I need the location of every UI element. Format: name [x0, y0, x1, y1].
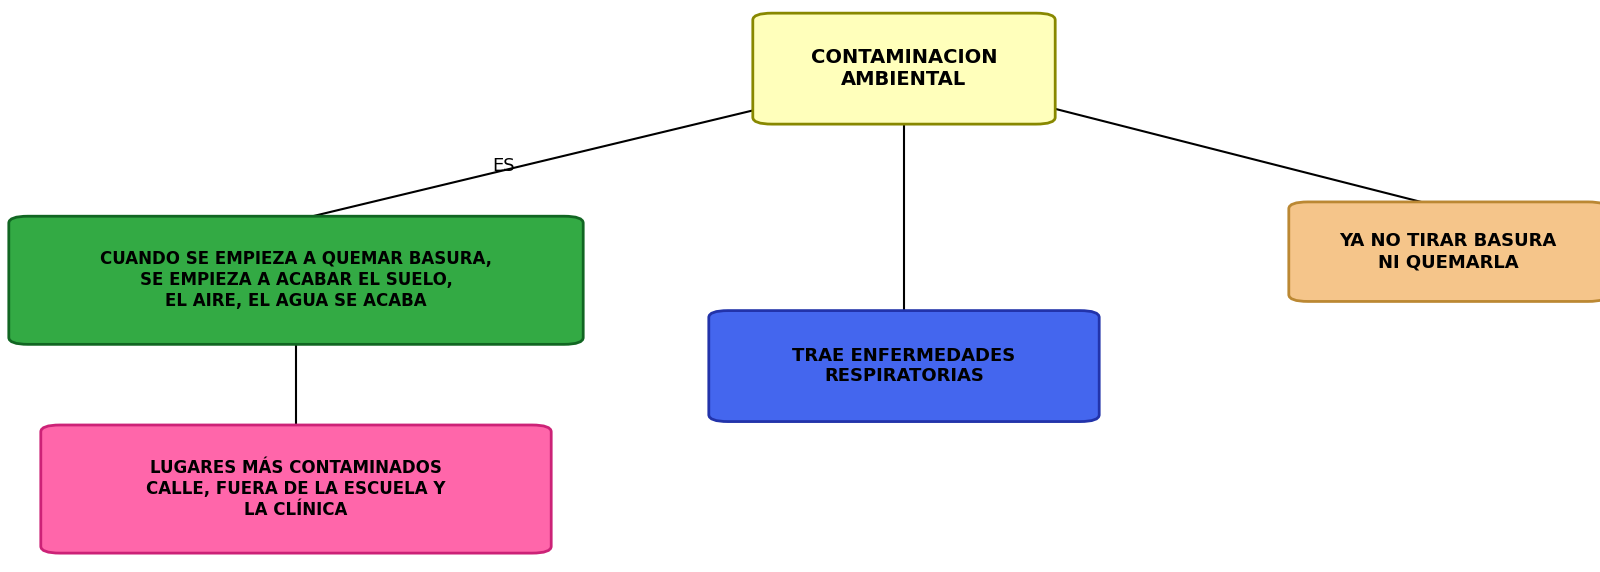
- Text: YA NO TIRAR BASURA
NI QUEMARLA: YA NO TIRAR BASURA NI QUEMARLA: [1339, 232, 1557, 271]
- FancyBboxPatch shape: [8, 216, 584, 344]
- Text: CUANDO SE EMPIEZA A QUEMAR BASURA,
SE EMPIEZA A ACABAR EL SUELO,
EL AIRE, EL AGU: CUANDO SE EMPIEZA A QUEMAR BASURA, SE EM…: [99, 251, 493, 310]
- Text: CONTAMINACION
AMBIENTAL: CONTAMINACION AMBIENTAL: [811, 48, 997, 89]
- FancyBboxPatch shape: [42, 425, 550, 553]
- Text: ES: ES: [493, 157, 515, 175]
- Text: LUGARES MÁS CONTAMINADOS
CALLE, FUERA DE LA ESCUELA Y
LA CLÍNICA: LUGARES MÁS CONTAMINADOS CALLE, FUERA DE…: [146, 459, 446, 519]
- FancyBboxPatch shape: [752, 13, 1056, 124]
- Text: TRAE ENFERMEDADES
RESPIRATORIAS: TRAE ENFERMEDADES RESPIRATORIAS: [792, 347, 1016, 386]
- FancyBboxPatch shape: [709, 311, 1099, 422]
- FancyBboxPatch shape: [1290, 202, 1600, 301]
